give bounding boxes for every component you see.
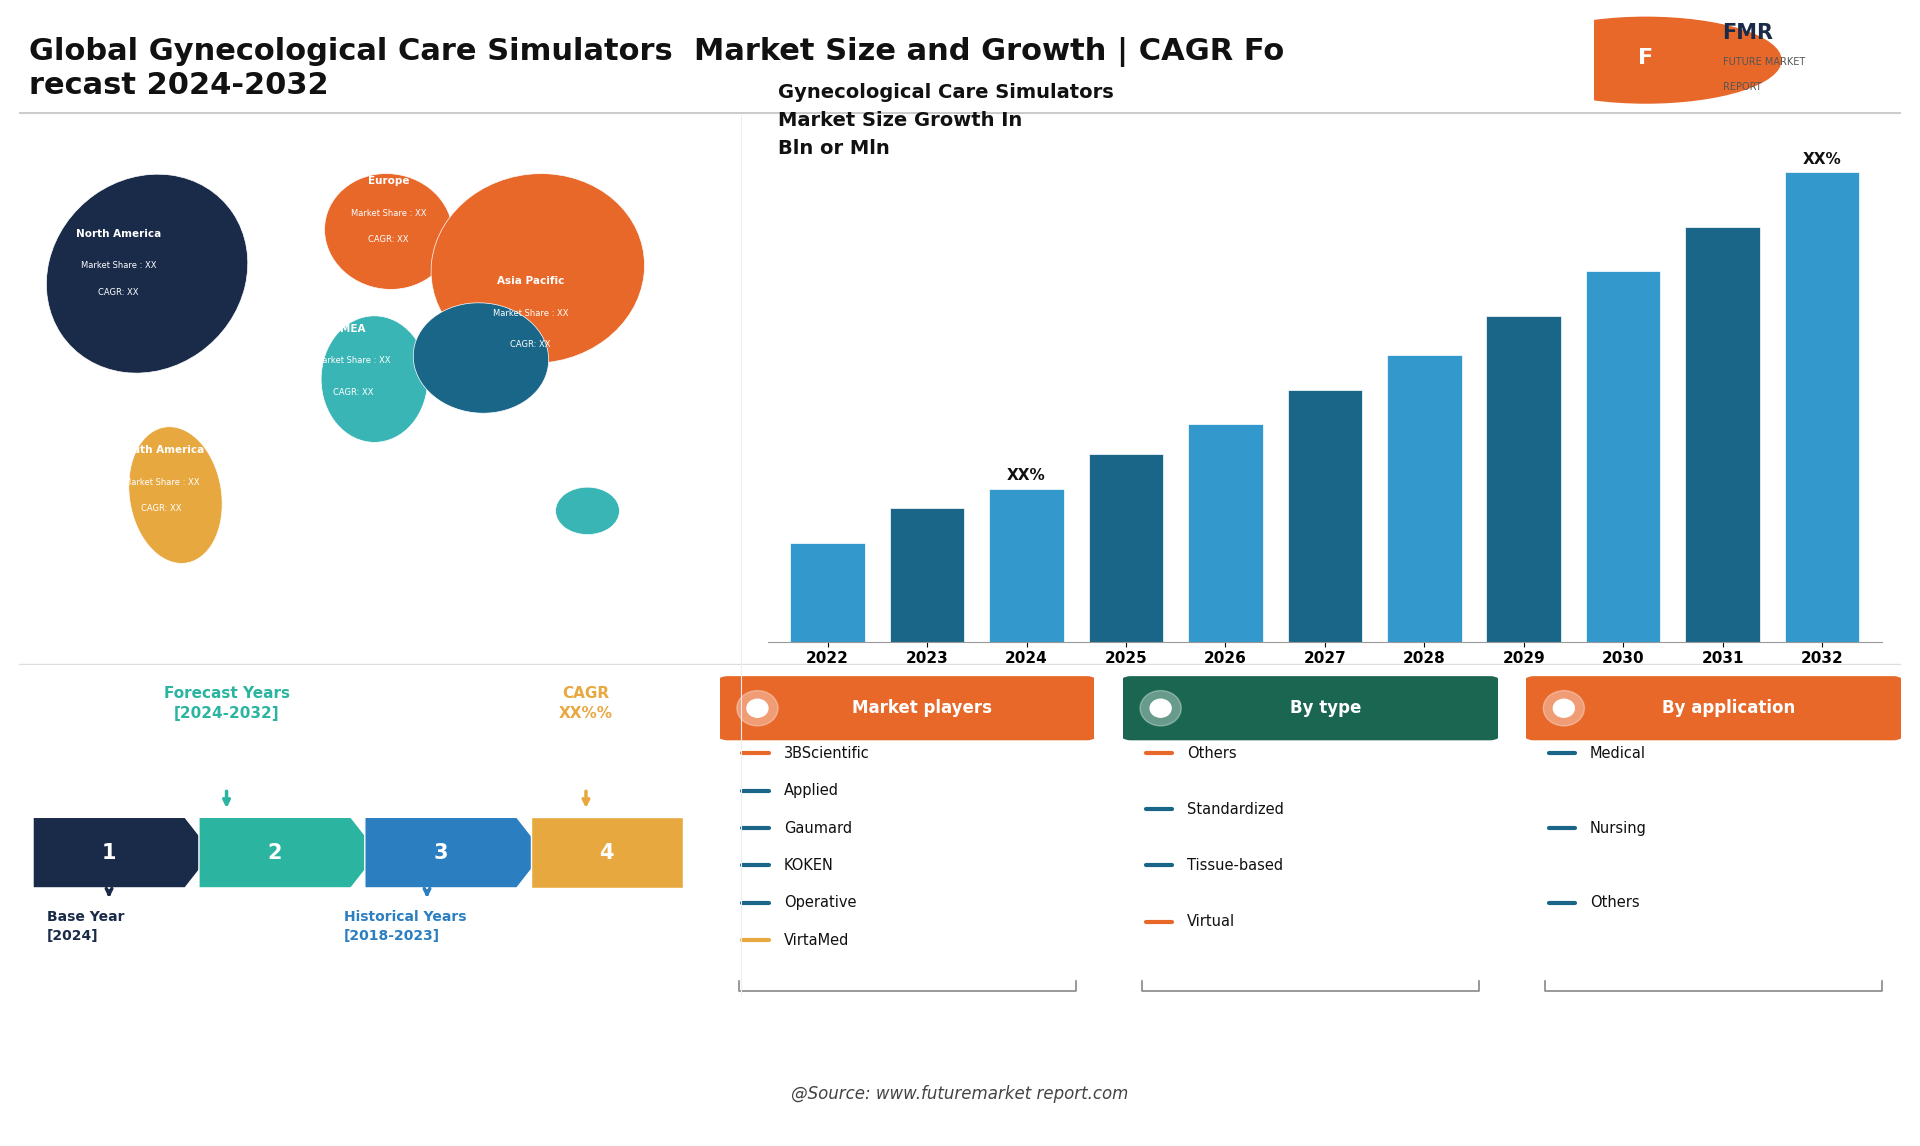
Bar <box>1586 272 1661 642</box>
FancyBboxPatch shape <box>716 676 1098 740</box>
Text: 1: 1 <box>102 842 117 863</box>
Ellipse shape <box>413 303 549 414</box>
Text: CAGR: XX: CAGR: XX <box>369 235 409 244</box>
Text: MEA: MEA <box>340 323 367 333</box>
Text: Gynecological Care Simulators
Market Size Growth In
Bln or Mln: Gynecological Care Simulators Market Siz… <box>778 84 1114 158</box>
Text: FMR: FMR <box>1722 23 1774 42</box>
Circle shape <box>1140 691 1181 725</box>
Text: Europe: Europe <box>369 176 409 186</box>
Text: Tissue-based: Tissue-based <box>1187 858 1283 873</box>
Text: Gaumard: Gaumard <box>783 821 852 835</box>
Bar <box>1386 355 1461 642</box>
Circle shape <box>1150 699 1171 717</box>
Text: Nursing: Nursing <box>1590 821 1647 835</box>
Polygon shape <box>200 817 378 888</box>
Circle shape <box>1511 17 1782 103</box>
Text: recast 2024-2032: recast 2024-2032 <box>29 71 328 100</box>
Text: Market Share : XX: Market Share : XX <box>123 478 200 487</box>
Text: @Source: www.futuremarket report.com: @Source: www.futuremarket report.com <box>791 1085 1129 1104</box>
Polygon shape <box>365 817 545 888</box>
Text: CAGR: XX: CAGR: XX <box>511 340 551 350</box>
Bar <box>1686 227 1761 642</box>
Text: CAGR
XX%%: CAGR XX%% <box>559 685 612 721</box>
Text: Standardized: Standardized <box>1187 802 1284 817</box>
Ellipse shape <box>129 426 223 564</box>
Text: Applied: Applied <box>783 783 839 798</box>
Text: 3BScientific: 3BScientific <box>783 746 870 761</box>
Text: Market Share : XX: Market Share : XX <box>81 261 156 270</box>
Bar <box>1486 315 1561 642</box>
Bar <box>889 509 964 642</box>
Text: VirtaMed: VirtaMed <box>783 933 849 948</box>
Text: Historical Years
[2018-2023]: Historical Years [2018-2023] <box>344 910 467 943</box>
Text: KOKEN: KOKEN <box>783 858 833 873</box>
Text: South America: South America <box>119 445 204 455</box>
Text: Market Share : XX: Market Share : XX <box>351 209 426 218</box>
Text: North America: North America <box>77 229 161 238</box>
Text: 4: 4 <box>599 842 614 863</box>
Bar <box>1089 454 1164 642</box>
Polygon shape <box>530 817 684 888</box>
Text: Global Gynecological Care Simulators  Market Size and Growth | CAGR Fo: Global Gynecological Care Simulators Mar… <box>29 37 1284 66</box>
Text: Others: Others <box>1590 895 1640 910</box>
Text: Virtual: Virtual <box>1187 915 1235 929</box>
Text: Base Year
[2024]: Base Year [2024] <box>46 910 125 943</box>
Text: Operative: Operative <box>783 895 856 910</box>
Circle shape <box>1553 699 1574 717</box>
Text: XX%: XX% <box>1803 151 1841 166</box>
Circle shape <box>737 691 778 725</box>
Text: REPORT: REPORT <box>1722 83 1761 93</box>
Text: CAGR: XX: CAGR: XX <box>140 504 182 513</box>
Circle shape <box>747 699 768 717</box>
Text: Market Share : XX: Market Share : XX <box>493 308 568 317</box>
Text: CAGR: XX: CAGR: XX <box>332 387 372 397</box>
Text: CAGR: XX: CAGR: XX <box>98 288 138 297</box>
Text: XX%: XX% <box>1008 468 1046 482</box>
Bar <box>989 488 1064 642</box>
Bar <box>1786 172 1859 642</box>
Circle shape <box>1544 691 1584 725</box>
FancyBboxPatch shape <box>1119 676 1501 740</box>
Ellipse shape <box>432 173 645 363</box>
Ellipse shape <box>555 487 620 534</box>
Polygon shape <box>33 817 213 888</box>
Text: F: F <box>1638 48 1653 69</box>
Text: 3: 3 <box>434 842 447 863</box>
Bar <box>1288 390 1361 642</box>
Text: 2: 2 <box>267 842 282 863</box>
Ellipse shape <box>46 174 248 374</box>
Text: FUTURE MARKET: FUTURE MARKET <box>1722 57 1805 68</box>
Ellipse shape <box>321 316 428 442</box>
Text: Asia Pacific: Asia Pacific <box>497 276 564 286</box>
Ellipse shape <box>324 173 453 290</box>
Bar <box>1188 424 1263 642</box>
Text: Others: Others <box>1187 746 1236 761</box>
Text: Medical: Medical <box>1590 746 1645 761</box>
FancyBboxPatch shape <box>1523 676 1905 740</box>
Bar <box>791 543 864 642</box>
Text: By application: By application <box>1663 699 1795 717</box>
Text: Market players: Market players <box>852 699 993 717</box>
Text: Market Share : XX: Market Share : XX <box>315 356 392 366</box>
Text: Forecast Years
[2024-2032]: Forecast Years [2024-2032] <box>163 685 290 721</box>
Text: By type: By type <box>1290 699 1361 717</box>
